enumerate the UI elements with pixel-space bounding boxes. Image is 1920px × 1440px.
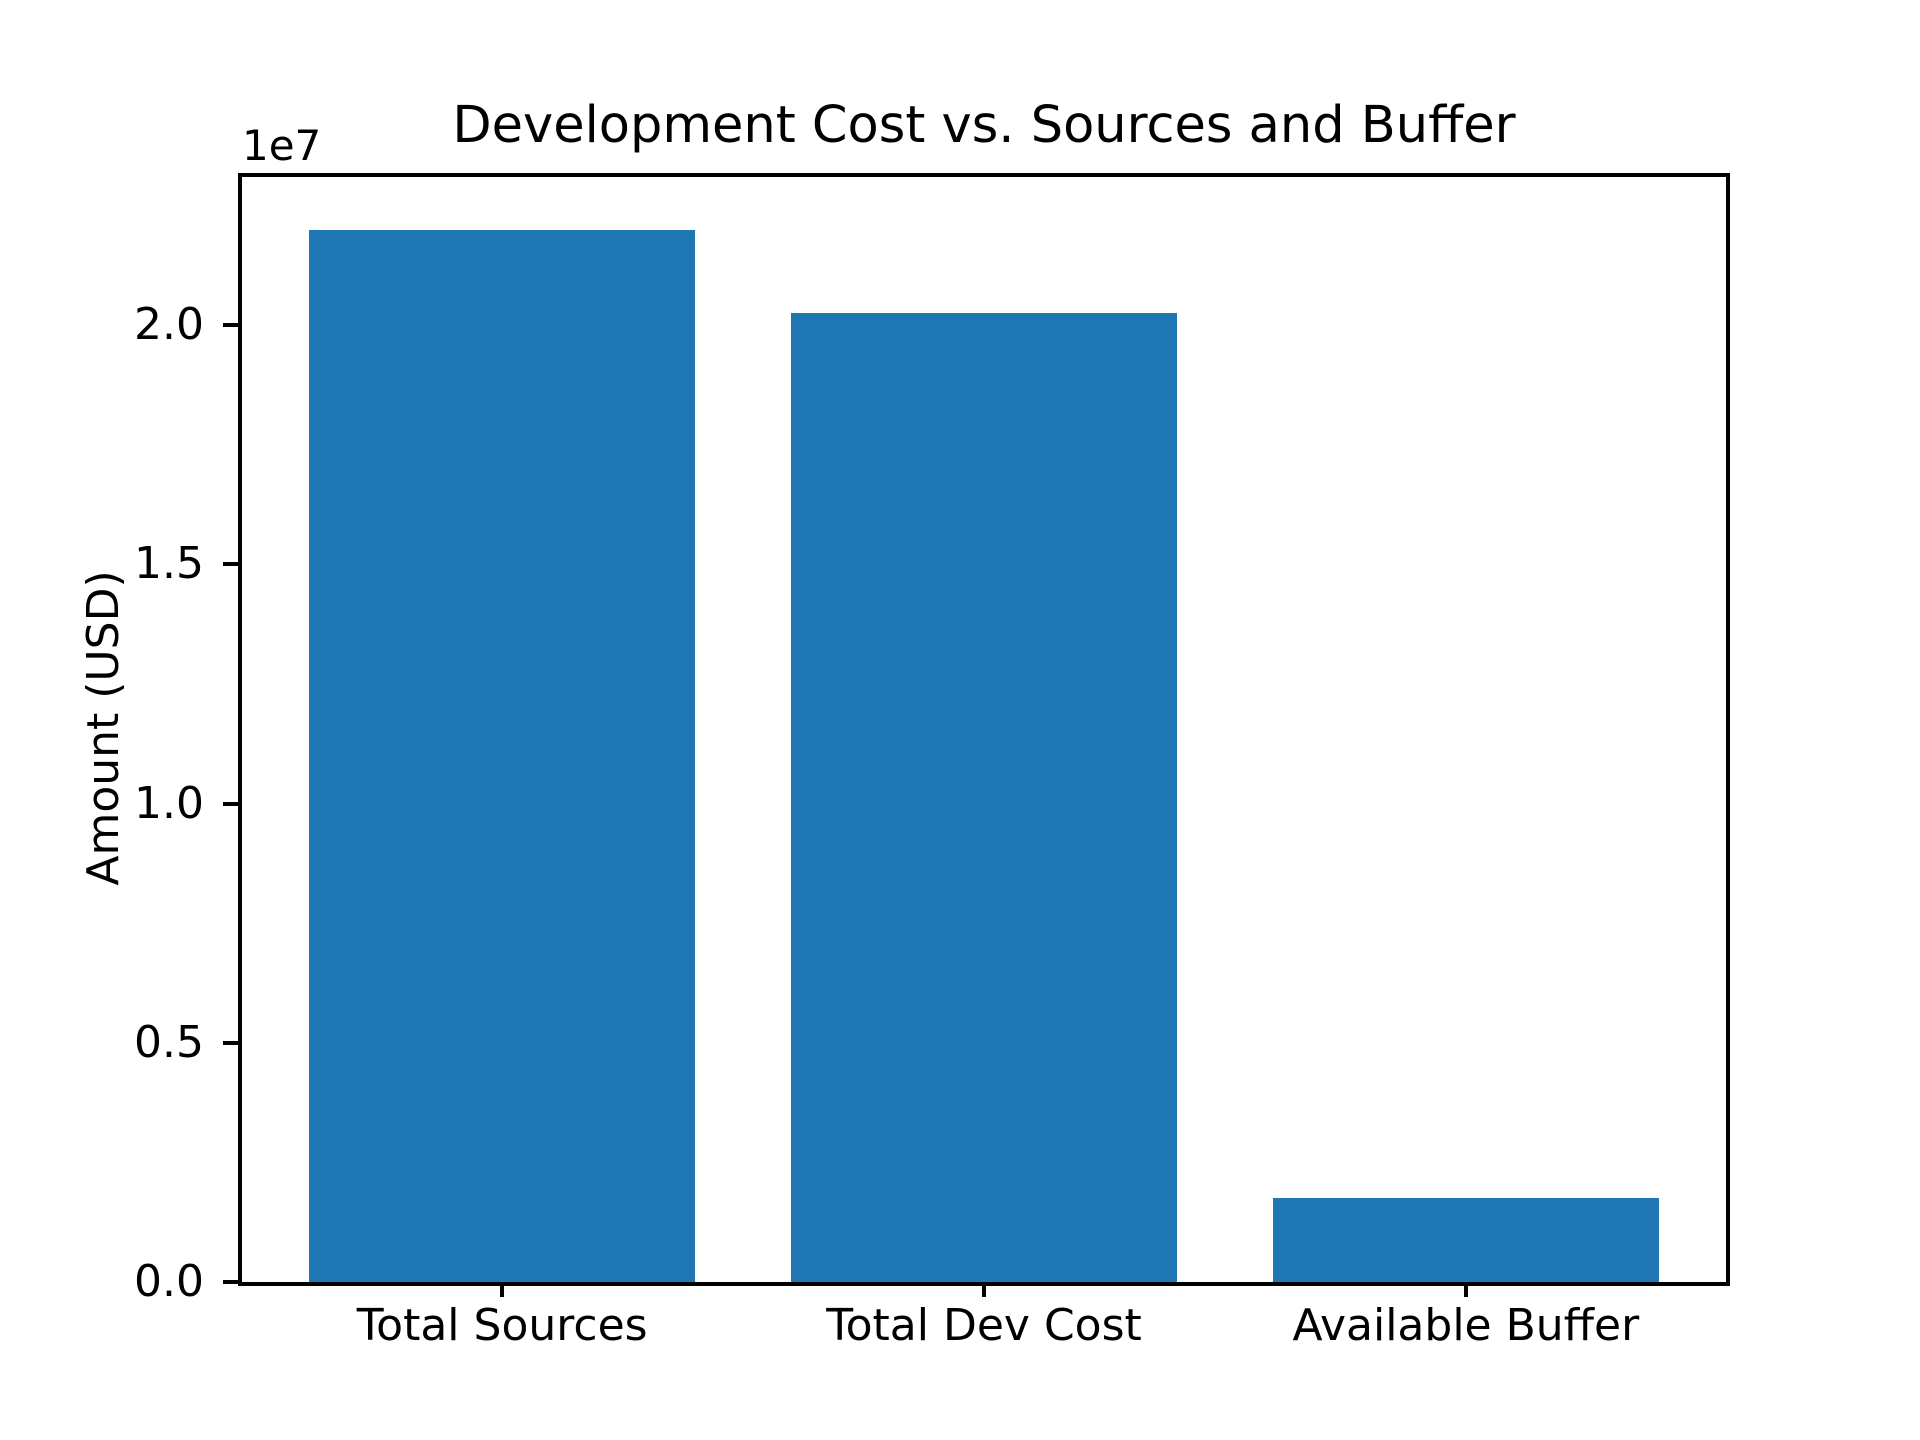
x-tick-mark-available-buffer xyxy=(1463,1286,1468,1297)
y-tick-mark-0.5 xyxy=(223,1040,238,1045)
bar-total-sources xyxy=(309,229,695,1282)
y-tick-label-2.0: 2.0 xyxy=(134,299,204,351)
y-axis-label: Amount (USD) xyxy=(78,570,129,886)
plot-area: 0.0 0.5 1.0 1.5 2.0 Total Sources Total Dev C… xyxy=(134,173,1730,1348)
x-tick-label-available-buffer: Available Buffer xyxy=(1292,1300,1640,1351)
y-tick-mark-1.5 xyxy=(223,562,238,567)
y-tick-mark-1.0 xyxy=(223,801,238,806)
x-tick-label-total-dev-cost: Total Dev Cost xyxy=(826,1300,1142,1351)
x-tick-mark-total-sources xyxy=(500,1286,505,1297)
bar-available-buffer xyxy=(1273,1198,1659,1282)
y-tick-label-0.0: 0.0 xyxy=(134,1256,204,1307)
x-tick-mark-total-dev-cost xyxy=(982,1286,986,1297)
x-tick-label-total-sources: Total Sources xyxy=(356,1300,648,1351)
y-tick-label-1.0: 1.0 xyxy=(134,777,204,829)
y-axis-offset-label: 1e7 xyxy=(242,121,322,170)
bar-total-dev-cost xyxy=(791,313,1177,1282)
y-tick-mark-0.0 xyxy=(223,1280,238,1284)
y-tick-mark-2.0 xyxy=(223,323,238,328)
y-tick-label-1.5: 1.5 xyxy=(134,538,204,590)
y-tick-label-0.5: 0.5 xyxy=(134,1016,204,1068)
chart-title: Development Cost vs. Sources and Buffer xyxy=(452,96,1516,155)
